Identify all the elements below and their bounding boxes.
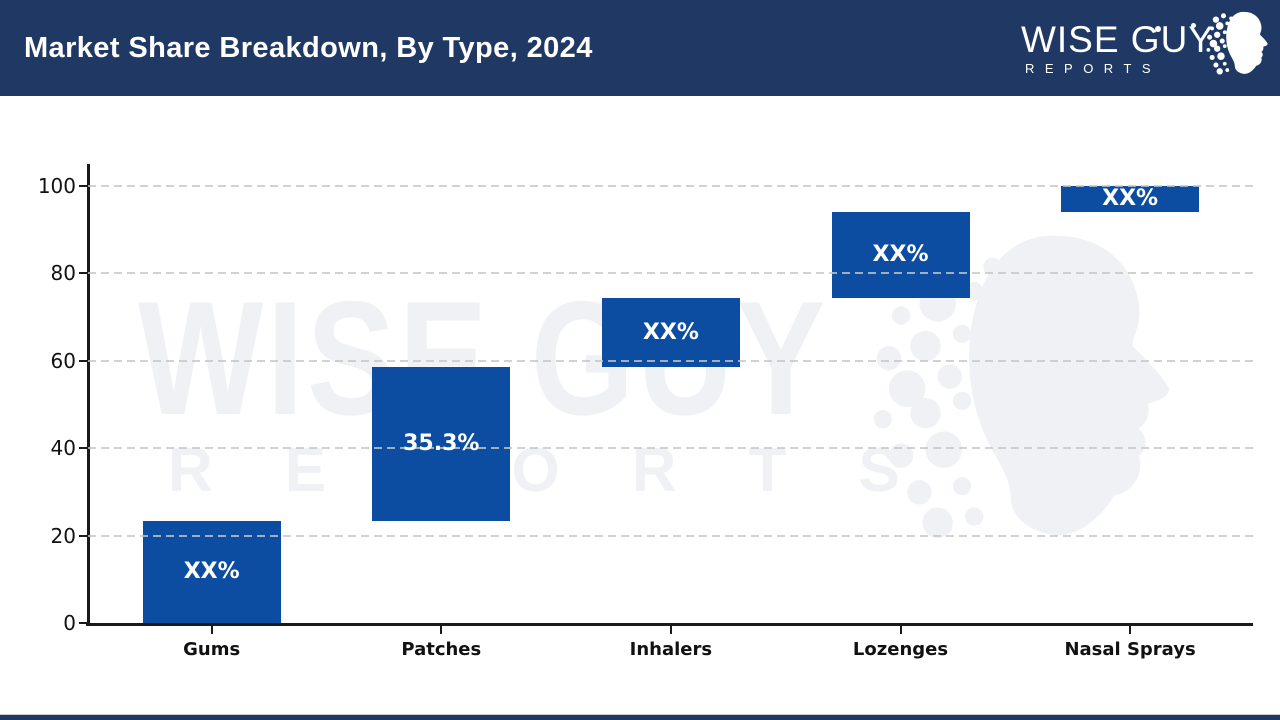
x-tick-mark	[440, 626, 443, 634]
y-tick-mark	[79, 534, 87, 537]
bar	[372, 366, 511, 522]
x-tick-mark	[669, 626, 672, 634]
bar	[601, 298, 740, 367]
x-tick-label: Inhalers	[629, 639, 713, 660]
logo-face-icon	[1206, 11, 1268, 75]
bar-label: XX%	[183, 559, 240, 585]
footer-hairline	[0, 714, 1280, 715]
y-tick-mark	[79, 272, 87, 275]
bar	[142, 521, 281, 623]
wise-guy-logo: WISE GUY REPORTS	[1021, 0, 1274, 96]
logo-wordmark: WISE GUY	[1020, 19, 1214, 60]
x-tick-mark	[1129, 626, 1132, 634]
logo-text: WISE GUY REPORTS	[1021, 21, 1214, 75]
x-axis-line	[86, 623, 1253, 626]
y-tick-label: 80	[50, 261, 76, 286]
footer-bar	[0, 715, 1280, 720]
watermark-subtitle: REPORTS	[168, 436, 972, 505]
x-tick-label: Lozenges	[852, 639, 949, 660]
logo-subtitle: REPORTS	[1024, 61, 1162, 76]
y-tick-label: 60	[50, 348, 76, 373]
x-tick-label: Patches	[401, 639, 482, 660]
x-tick-mark	[899, 626, 902, 634]
y-tick-mark	[79, 359, 87, 362]
y-tick-label: 0	[63, 611, 76, 635]
logo-dot-icon	[1190, 23, 1196, 28]
x-tick-label: Nasal Sprays	[1064, 639, 1196, 660]
y-tick-mark	[79, 185, 87, 187]
logo-dot-icon	[1154, 26, 1161, 32]
gridline	[88, 534, 1253, 537]
page-title: Market Share Breakdown, By Type, 2024	[24, 31, 593, 64]
y-tick-label: 20	[50, 523, 76, 548]
bar-label: 35.3%	[403, 431, 480, 457]
x-tick-label: Gums	[183, 639, 241, 660]
header: Market Share Breakdown, By Type, 2024 WI…	[0, 0, 1280, 96]
y-tick-mark	[79, 447, 87, 450]
y-tick-mark	[79, 622, 87, 624]
bar	[1061, 186, 1200, 212]
y-axis-line	[87, 164, 90, 626]
gridline	[88, 185, 1253, 187]
bar-label: XX%	[642, 319, 699, 345]
y-tick-label: 100	[37, 174, 76, 198]
bar-label: XX%	[1102, 185, 1159, 211]
bar-label: XX%	[872, 242, 929, 268]
y-tick-label: 40	[50, 436, 76, 461]
gridline	[88, 359, 1253, 362]
gridline	[88, 447, 1253, 450]
gridline	[88, 272, 1253, 275]
x-tick-mark	[210, 626, 213, 634]
